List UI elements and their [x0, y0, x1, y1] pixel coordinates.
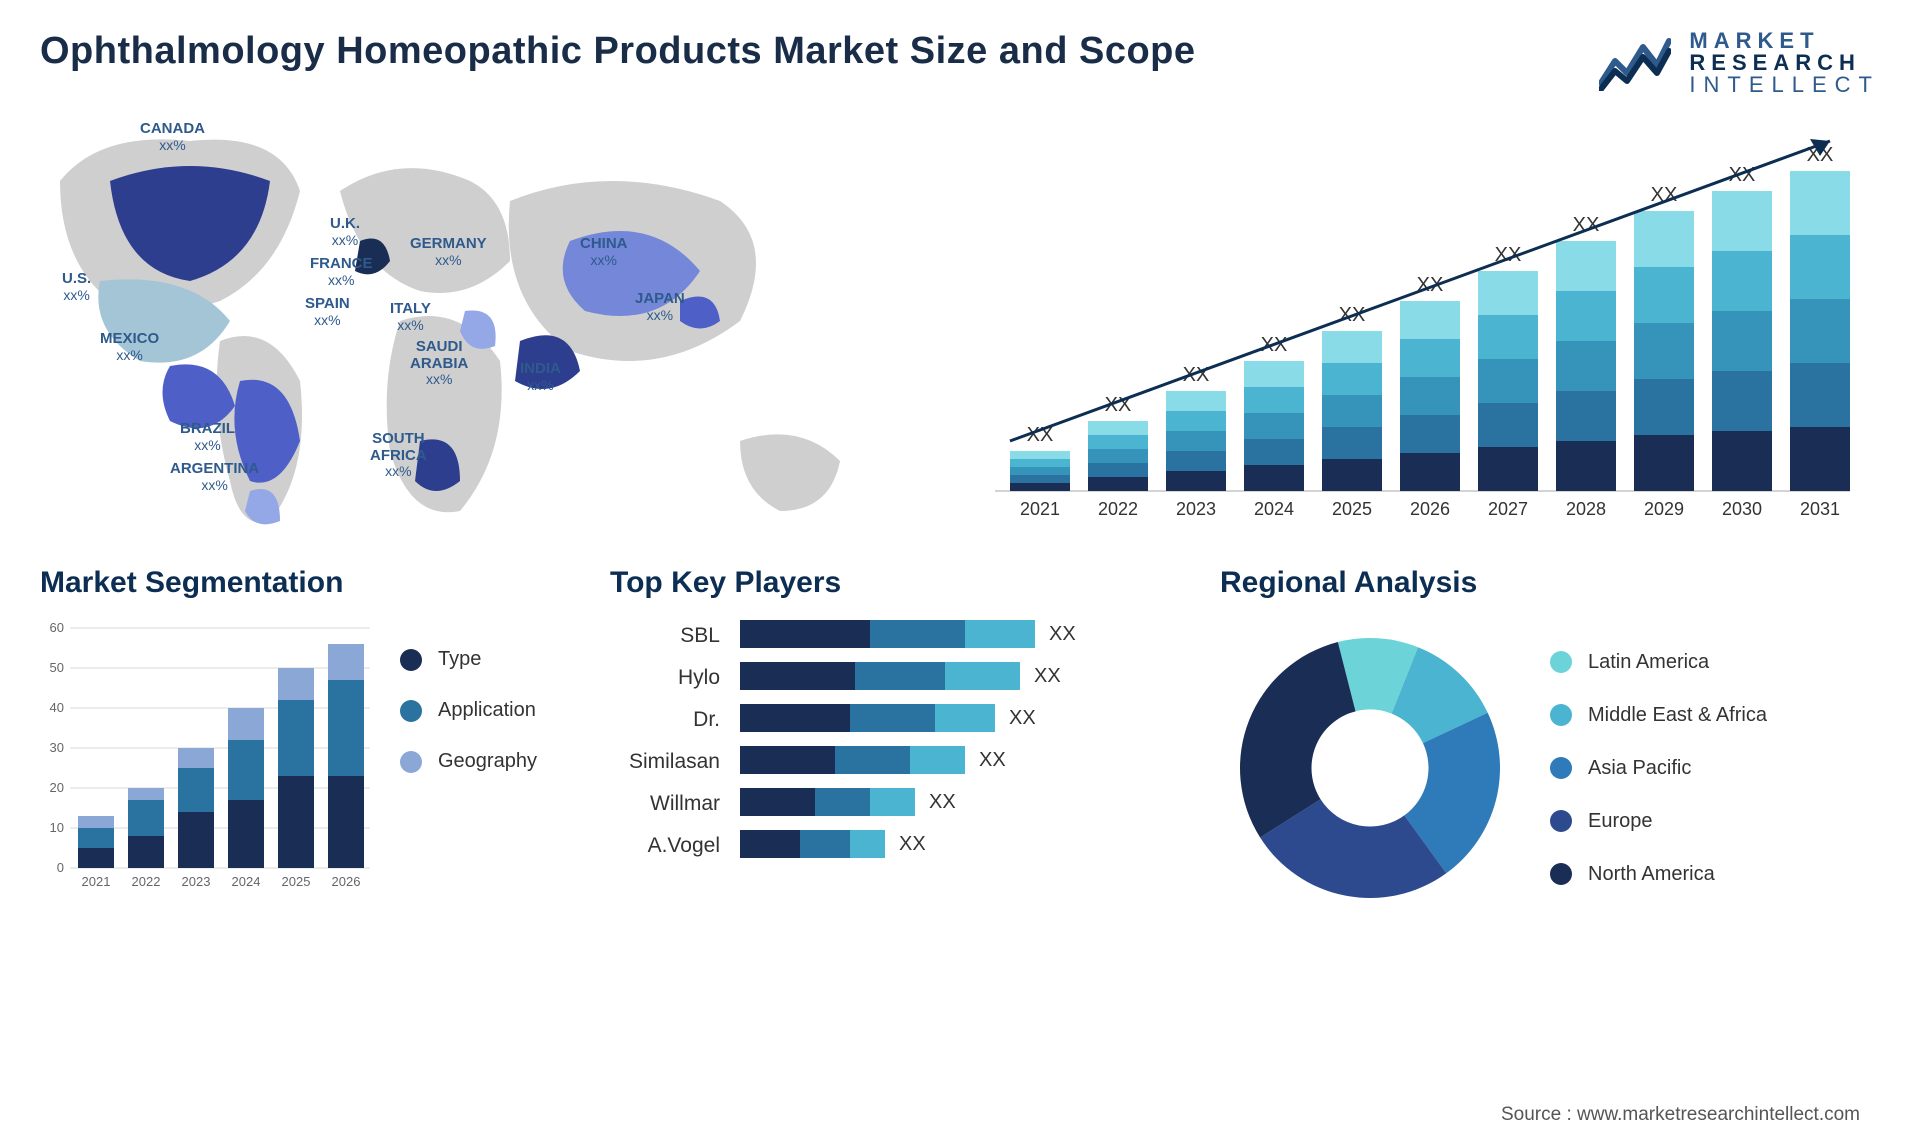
regional-legend-item: Europe — [1550, 810, 1767, 833]
country-label: FRANCExx% — [310, 256, 373, 289]
country-label: MEXICOxx% — [100, 331, 159, 364]
svg-text:2025: 2025 — [1332, 499, 1372, 519]
country-label: U.K.xx% — [330, 216, 360, 249]
segmentation-legend: Type Application Geography — [400, 618, 537, 898]
country-label: SAUDIARABIAxx% — [410, 339, 468, 389]
regional-legend-item: Asia Pacific — [1550, 757, 1767, 780]
segmentation-panel: Market Segmentation 0 10 20 30 40 50 60 2021 202… — [40, 566, 580, 918]
regional-donut-chart — [1220, 618, 1520, 918]
country-label: U.S.xx% — [62, 271, 91, 304]
svg-text:30: 30 — [50, 740, 64, 755]
segmentation-legend-item: Application — [400, 699, 537, 722]
logo-line3: INTELLECT — [1689, 74, 1880, 96]
regional-legend-item: Latin America — [1550, 651, 1767, 674]
growth-bar-chart: XX2021XX2022XX2023XX2024XX2025XX2026XX20… — [990, 121, 1860, 541]
svg-text:2021: 2021 — [82, 874, 111, 889]
key-players-title: Top Key Players — [610, 566, 1190, 600]
player-bar-row: XX — [740, 620, 1190, 648]
player-label: Willmar — [610, 790, 720, 818]
svg-text:XX: XX — [1729, 164, 1756, 186]
logo-line1: MARKET — [1689, 30, 1880, 52]
country-label: JAPANxx% — [635, 291, 685, 324]
svg-text:2024: 2024 — [232, 874, 261, 889]
key-players-panel: Top Key Players SBL Hylo Dr. Similasan Willm… — [610, 566, 1190, 918]
svg-text:2023: 2023 — [182, 874, 211, 889]
player-label: SBL — [610, 622, 720, 650]
svg-text:2025: 2025 — [282, 874, 311, 889]
regional-legend-item: Middle East & Africa — [1550, 704, 1767, 727]
player-bar-row: XX — [740, 788, 1190, 816]
key-players-labels: SBL Hylo Dr. Similasan Willmar A.Vogel — [610, 618, 720, 860]
page-title: Ophthalmology Homeopathic Products Marke… — [40, 30, 1196, 73]
svg-text:50: 50 — [50, 660, 64, 675]
country-label: SOUTHAFRICAxx% — [370, 431, 427, 481]
svg-text:40: 40 — [50, 700, 64, 715]
svg-text:2022: 2022 — [132, 874, 161, 889]
svg-text:2029: 2029 — [1644, 499, 1684, 519]
svg-text:20: 20 — [50, 780, 64, 795]
key-players-bars: XX XX XX XX XX XX — [740, 618, 1190, 858]
player-bar-row: XX — [740, 704, 1190, 732]
regional-panel: Regional Analysis Latin America Middle Ea… — [1220, 566, 1860, 918]
brand-logo: MARKET RESEARCH INTELLECT — [1599, 30, 1880, 96]
player-bar-row: XX — [740, 746, 1190, 774]
segmentation-legend-item: Geography — [400, 750, 537, 773]
svg-text:2031: 2031 — [1800, 499, 1840, 519]
player-bar-row: XX — [740, 662, 1190, 690]
svg-text:0: 0 — [57, 860, 64, 875]
country-label: SPAINxx% — [305, 296, 350, 329]
svg-text:60: 60 — [50, 620, 64, 635]
svg-text:2023: 2023 — [1176, 499, 1216, 519]
player-label: Hylo — [610, 664, 720, 692]
country-label: INDIAxx% — [520, 361, 561, 394]
segmentation-legend-item: Type — [400, 648, 537, 671]
player-label: Similasan — [610, 748, 720, 776]
country-label: CHINAxx% — [580, 236, 628, 269]
segmentation-chart: 0 10 20 30 40 50 60 2021 2022 2023 2024 2025 2026 — [40, 618, 370, 898]
player-label: A.Vogel — [610, 832, 720, 860]
source-text: Source : www.marketresearchintellect.com — [1501, 1104, 1860, 1126]
svg-text:2028: 2028 — [1566, 499, 1606, 519]
svg-text:2027: 2027 — [1488, 499, 1528, 519]
regional-legend: Latin America Middle East & Africa Asia Pa… — [1550, 651, 1767, 886]
regional-title: Regional Analysis — [1220, 566, 1860, 600]
logo-mark-icon — [1599, 35, 1671, 91]
regional-legend-item: North America — [1550, 863, 1767, 886]
world-map-panel: CANADAxx% U.S.xx% MEXICOxx% BRAZILxx% ARGENT… — [40, 121, 950, 541]
country-label: ITALYxx% — [390, 301, 431, 334]
country-label: BRAZILxx% — [180, 421, 235, 454]
player-bar-row: XX — [740, 830, 1190, 858]
svg-text:2026: 2026 — [332, 874, 361, 889]
country-label: ARGENTINAxx% — [170, 461, 259, 494]
svg-text:2022: 2022 — [1098, 499, 1138, 519]
svg-text:2024: 2024 — [1254, 499, 1294, 519]
svg-text:10: 10 — [50, 820, 64, 835]
country-label: GERMANYxx% — [410, 236, 487, 269]
svg-text:2030: 2030 — [1722, 499, 1762, 519]
svg-text:2026: 2026 — [1410, 499, 1450, 519]
country-label: CANADAxx% — [140, 121, 205, 154]
logo-line2: RESEARCH — [1689, 52, 1880, 74]
svg-text:2021: 2021 — [1020, 499, 1060, 519]
player-label: Dr. — [610, 706, 720, 734]
segmentation-title: Market Segmentation — [40, 566, 580, 600]
